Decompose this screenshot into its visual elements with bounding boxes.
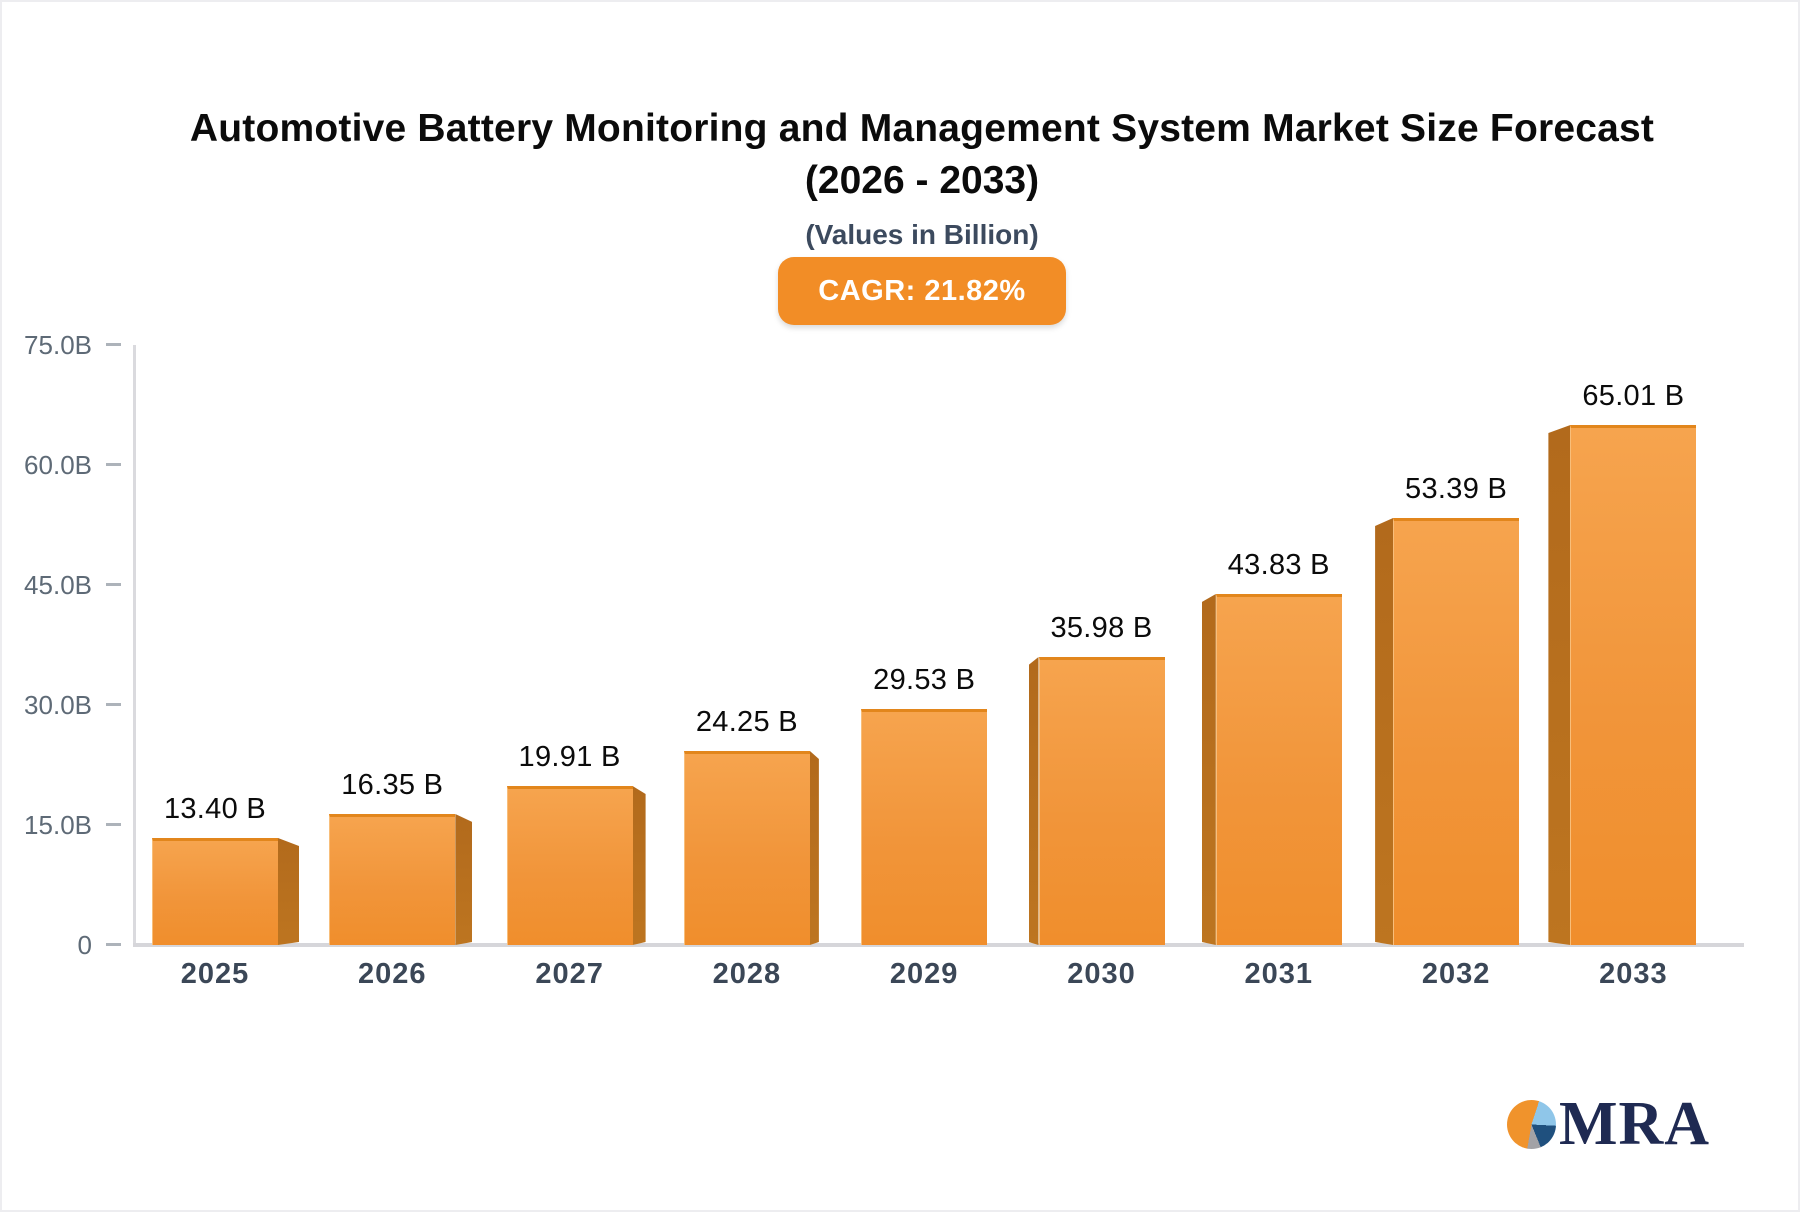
x-axis-label: 2025 [180,958,250,990]
bar-2030 [1038,657,1165,945]
chart-subtitle: (Values in Billion) [805,219,1039,250]
y-axis-tick-label: 30.0B [24,690,92,720]
bar-2026 [329,814,456,945]
x-axis-label: 2030 [1067,958,1136,990]
bar-side-face [455,814,472,945]
bar-side-face [1202,594,1216,945]
y-axis-tick-label: 45.0B [24,570,92,600]
x-axis-label: 2026 [358,958,427,990]
y-axis-tick-mark [106,823,121,826]
y-axis-tick-mark [106,583,121,586]
bar-side-face [1548,425,1570,945]
x-axis-label: 2027 [535,958,604,990]
x-axis-label: 2028 [712,958,782,990]
bar-2031 [1215,594,1342,945]
x-axis-label: 2032 [1421,958,1491,990]
bar-value-label: 29.53 B [873,664,976,696]
y-axis-tick-mark [106,463,121,466]
bar-value-label: 53.39 B [1405,473,1508,505]
bar-value-label: 19.91 B [518,741,621,773]
bar-2032 [1393,518,1520,945]
bar-value-label: 16.35 B [341,769,444,801]
y-axis-tick-label: 15.0B [24,810,92,840]
bar-value-label: 13.40 B [163,793,267,825]
bar-side-face [1029,657,1039,945]
bar-value-label: 43.83 B [1227,549,1330,581]
bar-side-face [1375,518,1393,945]
bar-value-label: 65.01 B [1582,380,1685,412]
y-axis-tick-label: 75.0B [24,330,92,360]
bar-2028 [683,751,810,945]
y-axis-tick-mark [106,943,121,946]
y-axis-line [133,345,136,945]
bar-value-label: 24.25 B [695,706,798,738]
x-axis-baseline [133,943,1744,947]
y-axis-tick-label: 60.0B [24,450,92,480]
x-axis-label: 2029 [889,958,959,990]
bar-side-face [633,786,646,945]
pie-chart-logo-icon [1507,1099,1556,1149]
bar-2027 [506,786,633,945]
chart-header: Automotive Battery Monitoring and Manage… [42,103,1798,325]
bar-side-face [810,751,819,945]
x-axis-label: 2033 [1599,958,1668,990]
page-title-line2: (2026 - 2033) [804,159,1040,202]
bar-2025 [152,838,278,945]
bar-value-label: 35.98 B [1050,612,1153,644]
mra-logo: MRA [1507,1090,1711,1158]
page-title-line1: Automotive Battery Monitoring and Manage… [189,107,1655,150]
bar-2033 [1570,425,1697,945]
y-axis-tick-mark [106,703,121,706]
y-axis-tick-label: 0 [77,930,92,960]
bar-side-face [278,838,299,945]
y-axis-tick-mark [106,343,121,346]
x-axis-label: 2031 [1244,958,1314,990]
logo-text: MRA [1559,1090,1711,1158]
cagr-badge: CAGR: 21.82% [778,257,1066,325]
bar-2029 [861,709,988,945]
